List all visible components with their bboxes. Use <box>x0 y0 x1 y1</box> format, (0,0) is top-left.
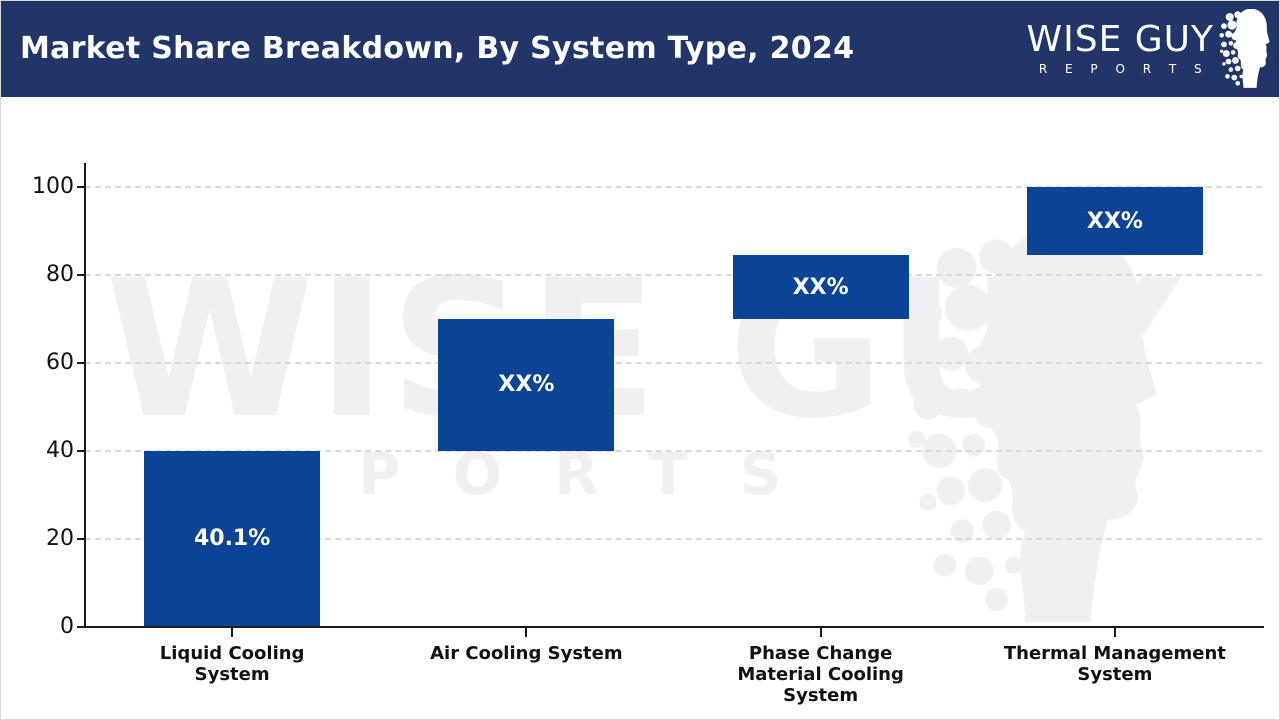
x-category-label: Thermal Management System <box>1003 643 1226 685</box>
wiseguy-face-icon <box>1219 8 1270 88</box>
bar-value-label: XX% <box>792 274 849 300</box>
y-tick-mark-60 <box>77 362 85 364</box>
gridline-40 <box>85 450 1262 452</box>
x-tick-mark-1 <box>525 628 528 637</box>
bar-segment: XX% <box>1026 187 1203 256</box>
y-tick-mark-40 <box>77 450 85 452</box>
y-tick-label-20: 20 <box>46 526 74 551</box>
bar-segment: 40.1% <box>144 450 321 627</box>
wiseguy-logo-text: WISE GUY R E P O R T S <box>1026 18 1215 76</box>
wiseguy-logo-name: WISE GUY <box>1026 18 1214 60</box>
y-tick-label-100: 100 <box>32 174 74 199</box>
y-tick-label-40: 40 <box>46 438 74 463</box>
y-tick-mark-0 <box>77 626 85 628</box>
y-axis-line <box>84 163 86 628</box>
gridline-20 <box>85 538 1262 540</box>
bar-segment: XX% <box>438 319 615 451</box>
y-tick-mark-100 <box>77 186 85 188</box>
wiseguy-logo-sub: R E P O R T S <box>1038 61 1209 76</box>
x-tick-mark-3 <box>1113 628 1116 637</box>
gridline-60 <box>85 362 1262 364</box>
x-tick-mark-2 <box>819 628 822 637</box>
y-tick-label-80: 80 <box>46 262 74 287</box>
y-tick-label-0: 0 <box>60 614 74 639</box>
x-category-label: Air Cooling System <box>430 643 623 664</box>
x-axis-line <box>84 626 1264 628</box>
bar-value-label: XX% <box>498 372 555 398</box>
y-tick-mark-20 <box>77 538 85 540</box>
x-category-label: Phase Change Material Cooling System <box>737 643 904 706</box>
gridline-100 <box>85 186 1262 188</box>
y-tick-mark-80 <box>77 274 85 276</box>
wiseguy-logo: WISE GUY R E P O R T S <box>1027 0 1271 97</box>
y-tick-label-60: 60 <box>46 350 74 375</box>
watermark-face <box>905 228 1157 623</box>
header-bar: Market Share Breakdown, By System Type, … <box>0 0 1280 97</box>
bar-value-label: 40.1% <box>193 526 271 552</box>
bar-segment: XX% <box>732 255 909 319</box>
page-title: Market Share Breakdown, By System Type, … <box>20 31 855 66</box>
x-tick-mark-0 <box>231 628 234 637</box>
x-category-label: Liquid Cooling System <box>159 643 305 685</box>
gridline-80 <box>85 274 1262 276</box>
bar-value-label: XX% <box>1086 208 1143 234</box>
